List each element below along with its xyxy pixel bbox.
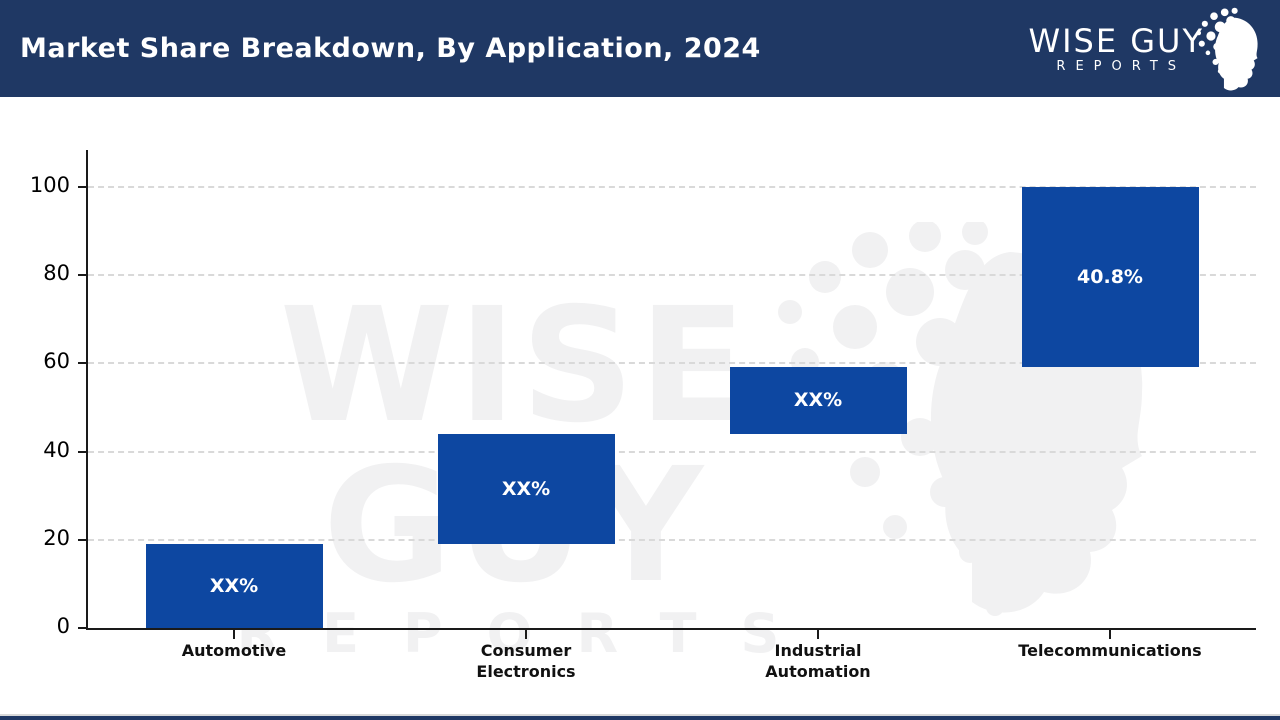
page-title: Market Share Breakdown, By Application, … [20,33,761,64]
bar-industrial-automation: XX% [729,366,907,434]
y-tick-80 [78,274,86,277]
x-category-line: Automation [765,662,871,681]
x-category-line: Industrial [774,641,862,660]
gridline-80 [88,274,1256,277]
x-category-line: Telecommunications [1018,641,1202,660]
y-tick-60 [78,362,86,365]
y-tick-label-60: 60 [43,349,70,374]
y-tick-100 [78,186,86,188]
x-tick-0 [233,630,235,639]
bar-value-label: 40.8% [1077,265,1143,288]
y-axis-spine [86,150,88,630]
gridline-40 [88,450,1256,453]
x-category-label: Automotive [88,640,380,661]
gridline-20 [88,538,1256,541]
logo-subtext: REPORTS [1056,58,1187,74]
x-tick-3 [1109,630,1111,639]
bar-value-label: XX% [501,478,551,501]
y-tick-40 [78,450,86,453]
y-tick-20 [78,538,86,541]
bar-value-label: XX% [793,389,843,412]
y-tick-label-100: 100 [29,173,70,197]
gridline-100 [88,186,1256,188]
logo-face-icon [1196,7,1258,90]
wiseguy-logo: WISE GUY REPORTS [1028,7,1266,91]
logo-text: WISE GUY REPORTS [1028,24,1204,74]
bar-automotive: XX% [145,544,323,628]
x-axis-spine [86,628,1256,630]
x-category-label: Consumer Electronics [380,640,672,682]
y-tick-label-40: 40 [43,437,70,462]
x-tick-2 [817,630,819,639]
x-category-label: Telecommunications [964,640,1256,661]
y-tick-label-20: 20 [43,525,70,550]
y-tick-label-80: 80 [43,261,70,286]
logo-wordmark: WISE GUY [1028,21,1204,60]
bar-telecommunications: 40.8% [1021,187,1199,367]
x-category-line: Consumer [480,641,572,660]
x-tick-1 [525,630,527,639]
x-category-line: Automotive [181,641,287,660]
footer-divider [0,714,1280,716]
x-category-label: Industrial Automation [672,640,964,682]
x-category-line: Electronics [476,662,576,681]
bar-consumer-electronics: XX% [437,433,615,545]
y-tick-label-0: 0 [56,614,70,638]
gridline-60 [88,362,1256,365]
y-tick-0 [78,627,86,629]
bar-value-label: XX% [209,575,259,598]
footer-bar [0,716,1280,720]
header: Market Share Breakdown, By Application, … [0,0,1280,97]
